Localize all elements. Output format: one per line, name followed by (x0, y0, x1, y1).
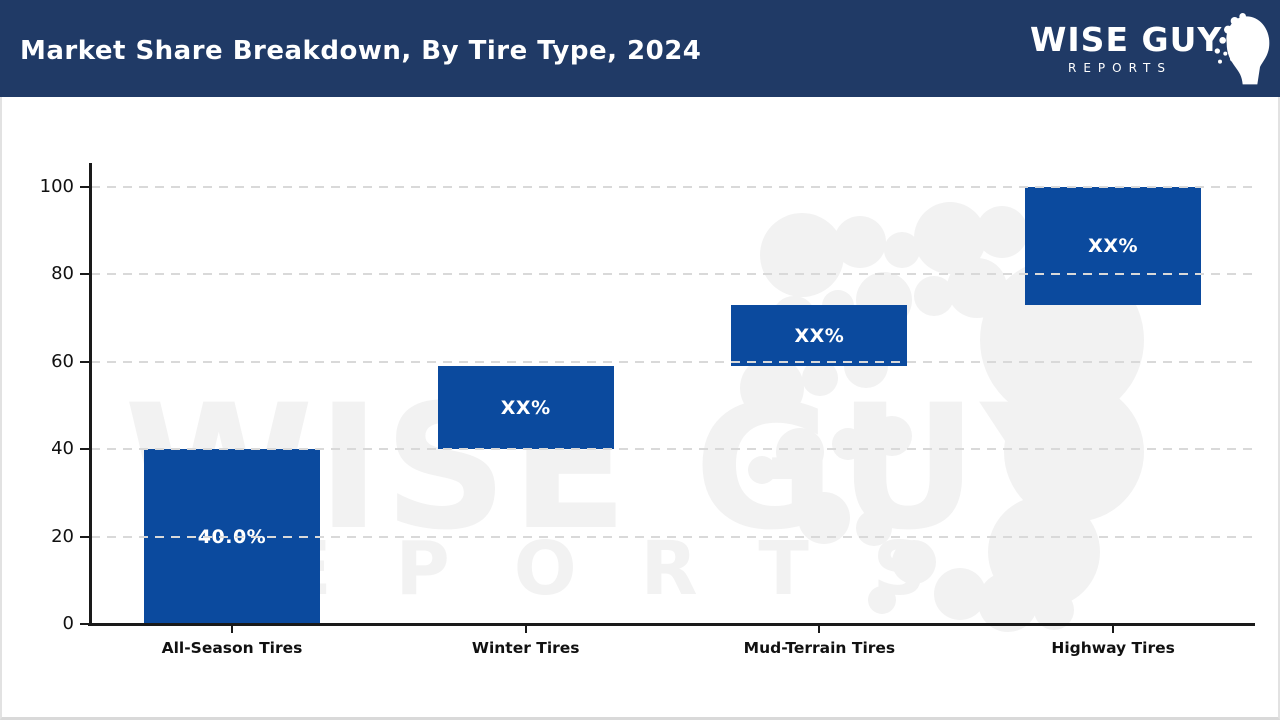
gridline (91, 186, 1255, 188)
x-tick-mark (524, 625, 527, 633)
bar-highway-tires: XX% (1025, 187, 1202, 305)
y-tick-mark (80, 623, 89, 625)
bar-winter-tires: XX% (437, 366, 614, 450)
x-tick-label-all-season-tires: All-Season Tires (161, 639, 303, 657)
y-tick-label: 20 (51, 525, 74, 547)
x-axis-spine (88, 623, 1255, 626)
logo-text: WISE GUY REPORTS (1030, 20, 1223, 75)
page-title: Market Share Breakdown, By Tire Type, 20… (20, 36, 702, 66)
watermark-dot (748, 456, 776, 484)
x-tick-label-mud-terrain-tires: Mud-Terrain Tires (743, 639, 896, 657)
y-tick-label: 0 (62, 613, 74, 634)
watermark-dot (892, 540, 936, 584)
watermark-dot (856, 510, 892, 546)
x-tick-mark (818, 625, 821, 633)
y-tick-mark (80, 535, 89, 538)
y-tick-label: 100 (39, 176, 74, 197)
logo-wordmark: WISE GUY (1030, 20, 1223, 60)
gridline (91, 448, 1255, 451)
y-tick-label: 40 (51, 438, 74, 460)
watermark-dot (740, 356, 804, 420)
watermark-dot (776, 428, 824, 476)
logo-face-icon (1214, 13, 1270, 85)
x-tick-mark (1112, 625, 1115, 633)
y-tick-mark (80, 360, 89, 363)
wise-guy-reports-logo: WISE GUY REPORTS (1030, 7, 1272, 91)
bar-value-label: XX% (794, 324, 845, 347)
y-tick-mark (80, 186, 89, 188)
chart-canvas: WISE GUY REPORTS 0 20 40 60 80 100 40.0% All-Se… (0, 97, 1280, 720)
watermark-dot (978, 572, 1038, 632)
bar-mud-terrain-tires: XX% (731, 304, 908, 367)
y-tick-mark (80, 448, 89, 451)
gridline (91, 273, 1255, 276)
y-tick-label: 80 (51, 263, 74, 285)
watermark-dot (834, 216, 886, 268)
watermark-dot (976, 206, 1028, 258)
x-tick-mark (231, 625, 233, 633)
gridline (91, 360, 1255, 363)
watermark-dot (760, 213, 844, 297)
y-axis-spine (89, 163, 92, 625)
watermark-dot (947, 258, 1007, 318)
y-tick-label: 60 (51, 350, 74, 372)
x-tick-label-winter-tires: Winter Tires (471, 639, 580, 657)
watermark-dot (832, 428, 864, 460)
logo-subtitle: REPORTS (1067, 60, 1172, 75)
watermark-dot (868, 586, 896, 614)
bar-value-label: XX% (500, 396, 551, 419)
watermark-dot (798, 492, 850, 544)
bar-value-label: XX% (1088, 234, 1139, 257)
gridline (91, 535, 1255, 538)
watermark-dot (934, 568, 986, 620)
y-tick-mark (80, 273, 89, 276)
header-band: Market Share Breakdown, By Tire Type, 20… (0, 0, 1280, 97)
x-tick-label-highway-tires: Highway Tires (1051, 639, 1175, 657)
